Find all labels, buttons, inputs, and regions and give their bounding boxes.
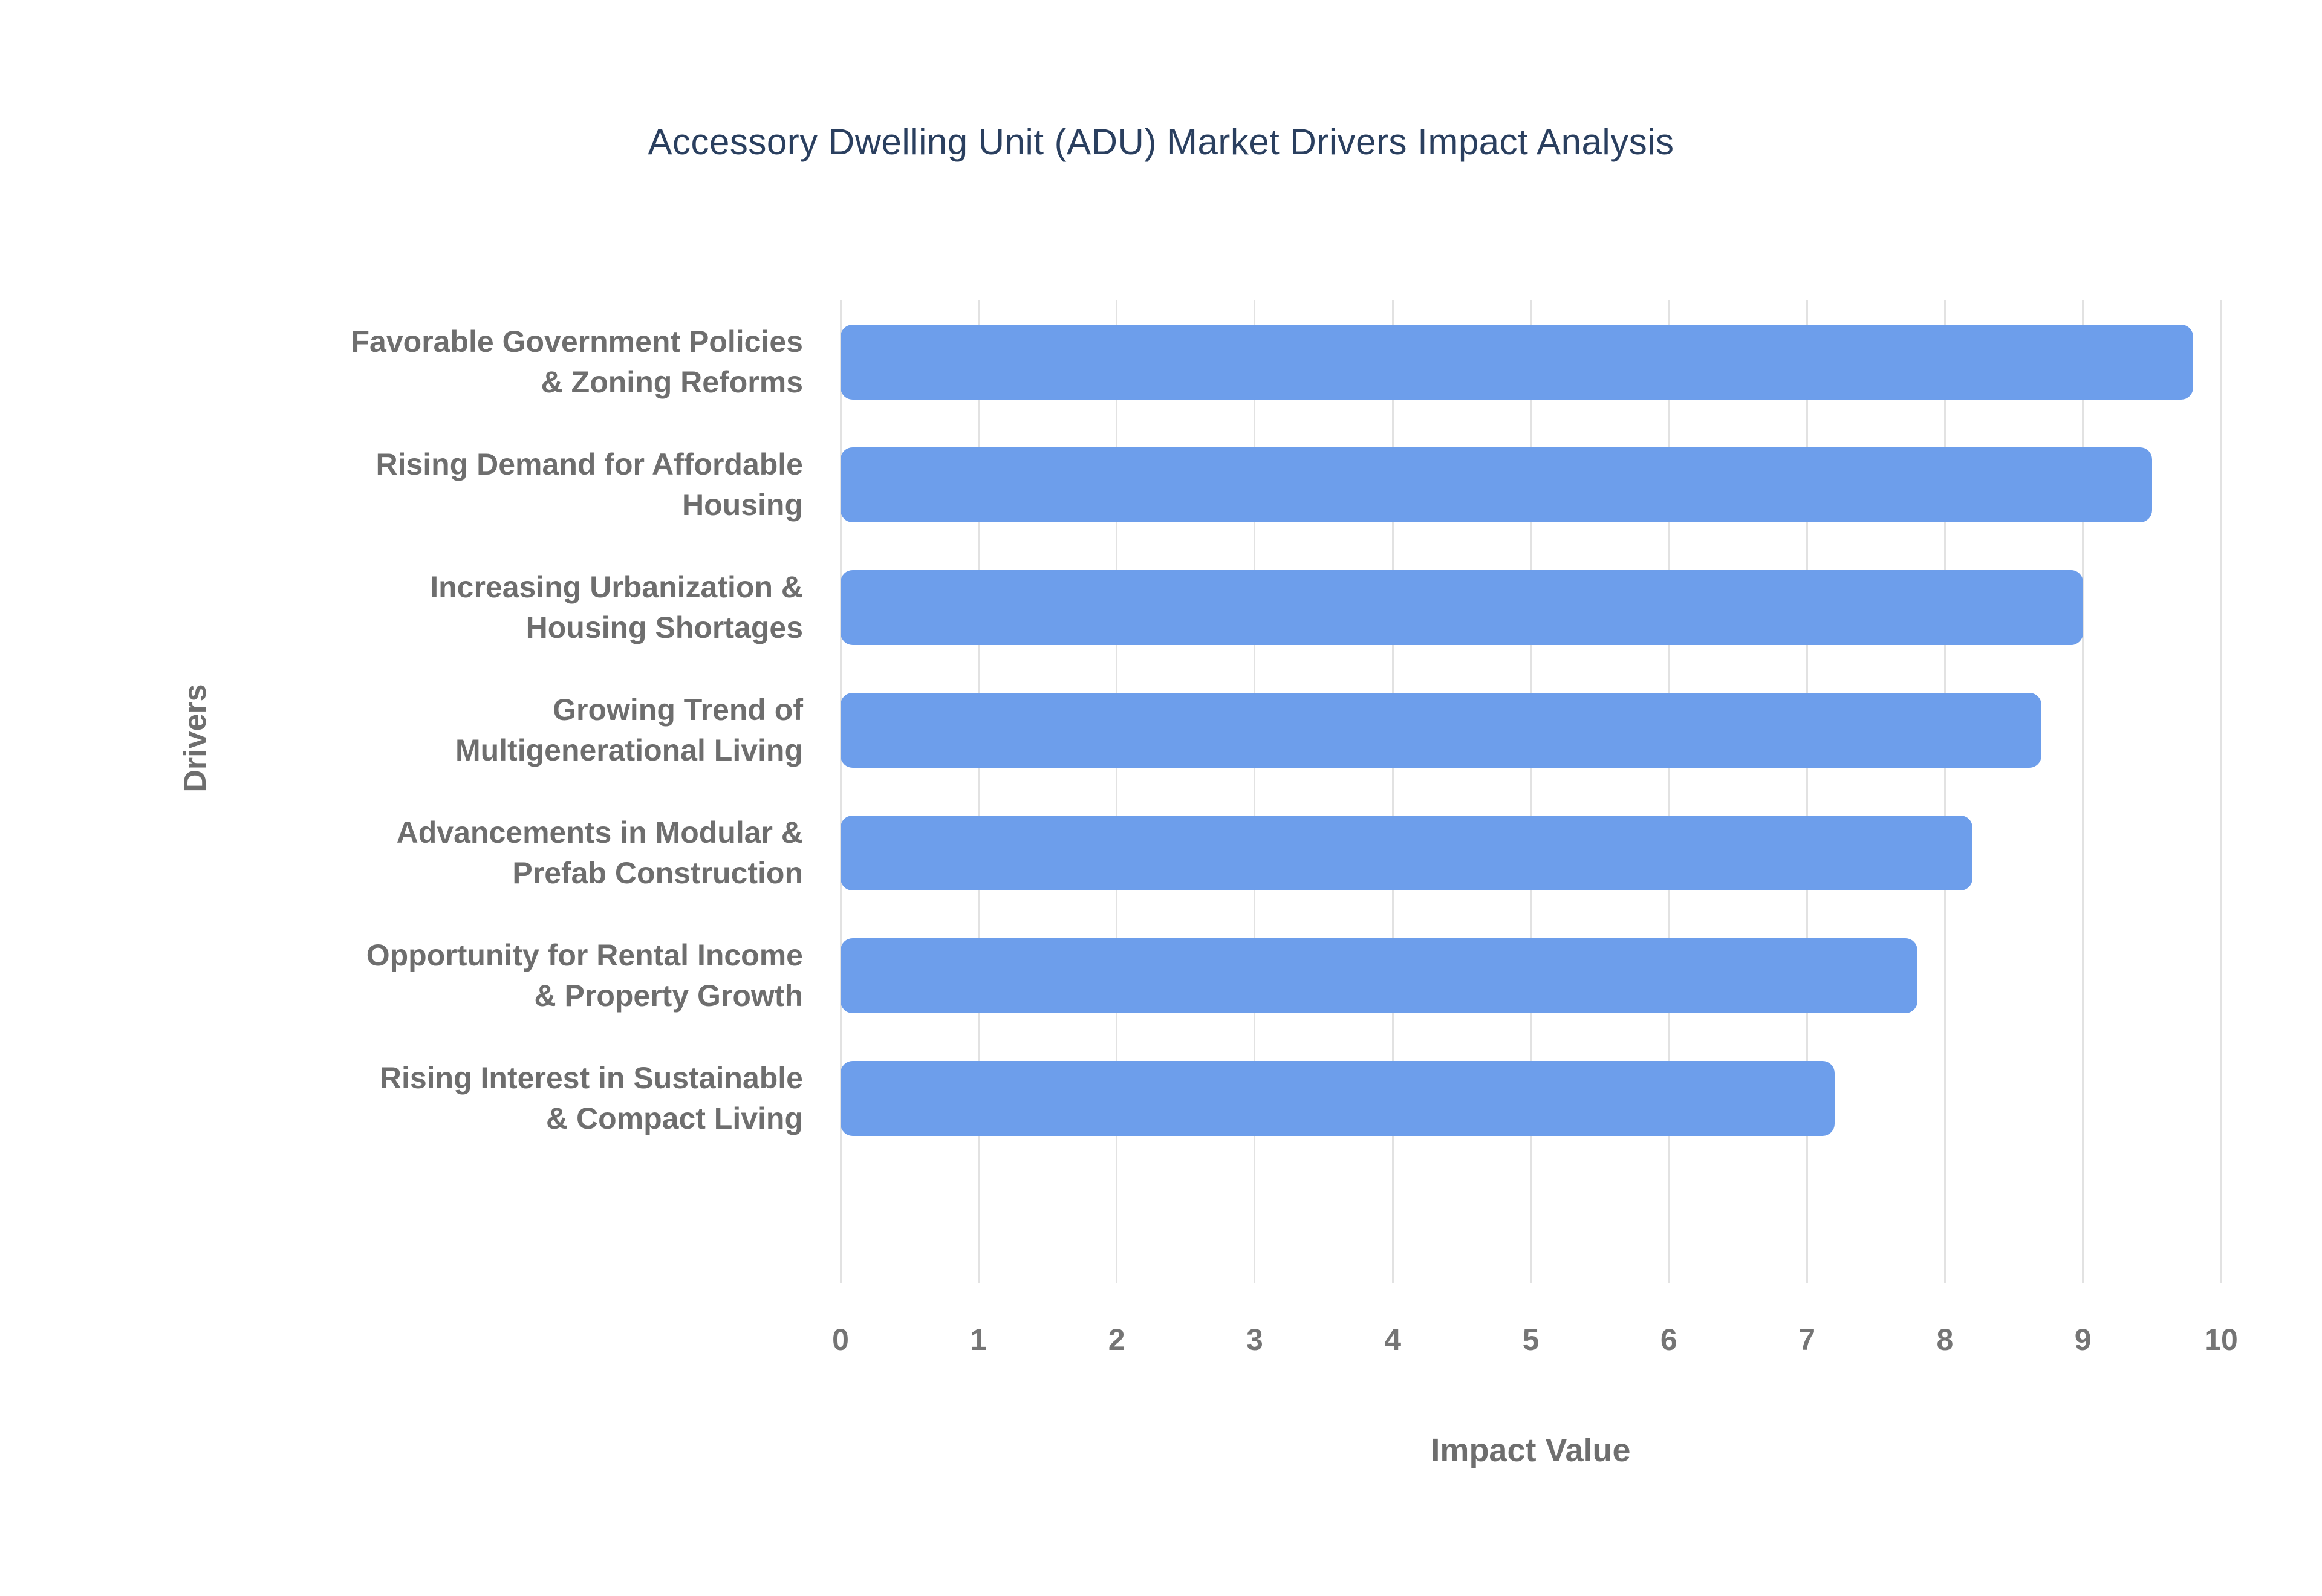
category-label: Advancements in Modular & Prefab Constru… bbox=[396, 816, 803, 890]
category-label: Rising Demand for Affordable Housing bbox=[376, 447, 803, 522]
y-axis-title: Drivers bbox=[178, 684, 213, 793]
bar bbox=[841, 816, 1973, 891]
category-label: Growing Trend of Multigenerational Livin… bbox=[455, 692, 803, 767]
gridline bbox=[2082, 300, 2084, 1283]
x-tick-label: 1 bbox=[970, 1323, 987, 1357]
category-label: Opportunity for Rental Income & Property… bbox=[366, 938, 803, 1013]
bar bbox=[841, 324, 2194, 400]
gridline bbox=[1806, 300, 1808, 1283]
bar bbox=[841, 938, 1917, 1014]
bar bbox=[841, 447, 2152, 522]
x-tick-label: 5 bbox=[1522, 1323, 1540, 1357]
x-tick-label: 2 bbox=[1108, 1323, 1125, 1357]
gridline bbox=[2220, 300, 2222, 1283]
x-tick-label: 0 bbox=[832, 1323, 849, 1357]
category-label: Rising Interest in Sustainable & Compact… bbox=[379, 1061, 803, 1136]
category-label: Increasing Urbanization & Housing Shorta… bbox=[430, 569, 803, 644]
bar bbox=[841, 569, 2083, 645]
gridline bbox=[839, 300, 842, 1283]
bar bbox=[841, 692, 2042, 768]
x-tick-label: 6 bbox=[1660, 1323, 1677, 1357]
gridline bbox=[1530, 300, 1532, 1283]
x-tick-label: 8 bbox=[1936, 1323, 1954, 1357]
bar bbox=[841, 1061, 1835, 1137]
plot-area bbox=[839, 300, 2222, 1283]
chart-title: Accessory Dwelling Unit (ADU) Market Dri… bbox=[648, 122, 1674, 162]
gridline bbox=[1391, 300, 1394, 1283]
x-tick-label: 10 bbox=[2204, 1323, 2238, 1357]
x-tick-label: 7 bbox=[1798, 1323, 1815, 1357]
category-label: Favorable Government Policies & Zoning R… bbox=[351, 324, 804, 399]
gridline bbox=[1254, 300, 1256, 1283]
gridline bbox=[1668, 300, 1670, 1283]
gridline bbox=[977, 300, 980, 1283]
x-axis-title: Impact Value bbox=[1431, 1432, 1631, 1468]
gridline bbox=[1943, 300, 1946, 1283]
gridline bbox=[1116, 300, 1118, 1283]
x-tick-label: 4 bbox=[1384, 1323, 1402, 1357]
x-tick-label: 9 bbox=[2074, 1323, 2092, 1357]
x-tick-label: 3 bbox=[1246, 1323, 1263, 1357]
